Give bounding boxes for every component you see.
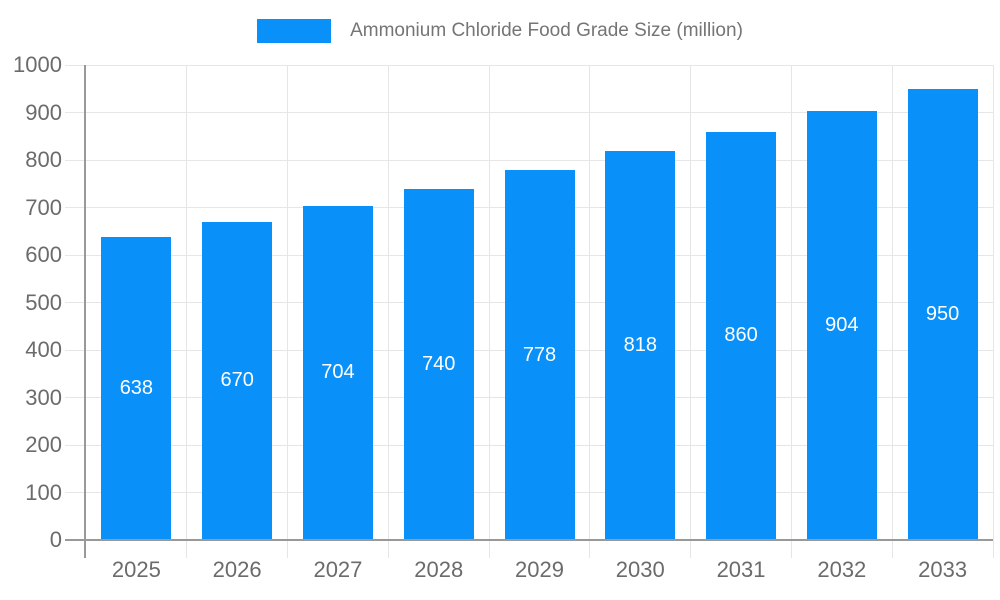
bar-value-label: 638 [119,376,154,399]
legend: Ammonium Chloride Food Grade Size (milli… [0,13,1000,49]
bar: 950 [907,88,978,540]
x-grid-line [790,65,792,540]
bar-value-label: 740 [422,352,456,375]
y-grid-line [86,64,993,66]
y-axis-tick [65,112,86,113]
y-tick-label: 500 [25,289,62,315]
x-tick-label: 2027 [313,557,363,582]
y-axis-tick [65,159,86,161]
x-grid-line [186,65,188,540]
x-grid-line [287,65,289,540]
y-grid-line [86,112,993,113]
y-tick-label: 1000 [13,52,62,77]
y-axis-tick [65,492,86,493]
bar: 778 [504,170,575,540]
x-tick-label: 2029 [515,557,564,582]
bar: 638 [101,236,172,540]
x-tick-label: 2031 [716,557,766,582]
bar-value-label: 904 [825,313,859,336]
y-tick-label: 200 [25,432,62,457]
bar-value-label: 860 [724,324,758,347]
x-tick-label: 2030 [615,557,665,582]
x-axis-tick [589,540,591,558]
y-tick-label: 100 [25,479,62,505]
x-grid-line [488,65,490,540]
x-grid-line [589,65,591,540]
y-grid-line [86,159,993,161]
plot-area: 0 100 200 300 400 500 600 700 800 900 1000 638 2025 6… [13,52,994,582]
y-axis-tick [65,444,86,446]
x-axis-tick [387,540,389,558]
bar-value-label: 818 [623,334,657,357]
bar-value-label: 950 [925,302,960,325]
x-tick-label: 2033 [918,557,968,582]
x-axis-tick [186,540,188,558]
x-axis-tick [287,540,289,558]
x-tick-label: 2032 [817,557,867,582]
x-grid-line [992,65,994,540]
x-grid-line [891,65,893,540]
bar: 818 [605,151,676,540]
y-axis-tick [65,397,86,398]
y-tick-label: 700 [25,194,62,220]
bar: 860 [706,131,777,540]
y-tick-label: 300 [25,384,62,410]
x-axis-tick [488,540,490,558]
x-grid-line [690,65,692,540]
bar: 904 [806,110,877,540]
bar-value-label: 670 [220,369,254,392]
y-axis-line [84,65,86,558]
legend-label: Ammonium Chloride Food Grade Size (milli… [350,20,743,41]
x-axis-tick [891,540,893,558]
y-tick-label: 900 [25,99,62,125]
y-tick-label: 800 [25,147,62,172]
y-axis-tick [65,349,86,351]
y-tick-label: 400 [25,337,62,362]
x-axis-tick [992,540,994,558]
y-axis-tick [65,64,86,66]
bar: 704 [302,205,373,540]
x-tick-label: 2026 [212,557,262,582]
y-axis-tick [65,302,86,303]
bar: 740 [403,188,474,540]
bar-value-label: 778 [522,343,557,366]
x-axis-tick [790,540,792,558]
x-grid-line [387,65,389,540]
x-tick-label: 2028 [414,557,464,582]
legend-swatch-icon [257,19,332,43]
legend-item[interactable]: Ammonium Chloride Food Grade Size (milli… [257,19,743,43]
x-axis-tick [690,540,692,558]
y-tick-label: 600 [25,242,62,267]
x-axis-line [65,539,993,541]
y-axis-tick [65,207,86,208]
bar-value-label: 704 [321,361,355,384]
x-tick-label: 2025 [111,557,161,582]
y-axis-tick [65,254,86,256]
bar: 670 [202,221,273,540]
y-tick-label: 0 [49,527,62,552]
